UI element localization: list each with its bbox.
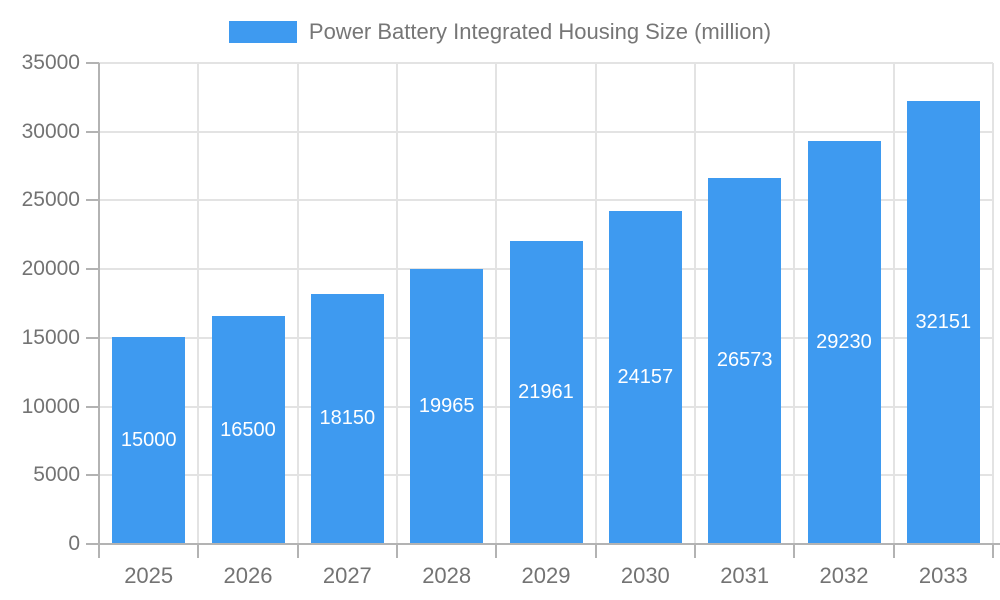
bar-value-label: 16500 <box>220 418 276 441</box>
v-gridline <box>495 63 498 544</box>
bar-value-label: 32151 <box>915 311 972 334</box>
bar-2026[interactable] <box>211 316 285 543</box>
bar-2033[interactable] <box>906 101 980 543</box>
v-gridline <box>197 63 200 544</box>
y-axis-tick <box>86 543 99 545</box>
bar-2031[interactable] <box>708 177 782 543</box>
bar-value-label: 26573 <box>716 349 773 372</box>
v-gridline <box>594 63 597 544</box>
y-tick-label: 35000 <box>21 51 80 74</box>
legend-item[interactable]: Power Battery Integrated Housing Size (m… <box>0 17 1000 47</box>
y-axis-tick <box>86 130 99 133</box>
y-axis-tick <box>86 405 99 408</box>
x-tick-label-2026: 2026 <box>223 563 273 588</box>
y-tick-label: 25000 <box>21 188 80 212</box>
x-axis-tick <box>197 545 200 558</box>
bar-2029[interactable] <box>509 241 583 543</box>
y-axis-tick <box>86 199 99 202</box>
legend-label: Power Battery Integrated Housing Size (m… <box>308 19 772 44</box>
y-axis-tick <box>86 474 99 477</box>
x-tick-label-2028: 2028 <box>422 563 472 588</box>
x-axis-tick <box>296 545 299 558</box>
bar-value-label: 19965 <box>418 394 475 417</box>
x-axis-tick <box>992 545 994 558</box>
y-tick-label: 15000 <box>21 325 80 349</box>
x-tick-label-2033: 2033 <box>918 563 968 588</box>
x-tick-label-2025: 2025 <box>124 563 174 588</box>
bar-value-label: 21961 <box>518 381 574 404</box>
y-axis-tick <box>86 336 99 339</box>
v-gridline <box>296 63 299 544</box>
x-axis-tick <box>892 545 895 558</box>
h-gridline <box>99 199 993 202</box>
y-tick-label: 30000 <box>21 119 80 143</box>
bar-value-label: 24157 <box>617 366 674 388</box>
bar-2028[interactable] <box>410 268 484 543</box>
y-tick-label: 10000 <box>21 394 80 418</box>
x-tick-label-2031: 2031 <box>720 563 770 588</box>
x-axis-tick <box>396 545 398 558</box>
y-axis-tick <box>86 268 99 271</box>
v-gridline <box>793 63 796 544</box>
x-axis-tick <box>694 545 696 558</box>
x-axis-tick <box>594 545 597 558</box>
x-axis-tick <box>98 545 100 558</box>
v-gridline <box>992 63 994 544</box>
x-axis-tick <box>793 545 796 558</box>
bar-value-label: 29230 <box>816 331 872 354</box>
y-axis-tick <box>86 62 99 64</box>
x-axis-tick <box>495 545 498 558</box>
v-gridline <box>694 63 696 544</box>
x-tick-label-2027: 2027 <box>322 563 372 588</box>
y-axis-line <box>98 63 100 544</box>
v-gridline <box>396 63 398 544</box>
y-tick-label: 5000 <box>33 463 80 487</box>
x-tick-label-2029: 2029 <box>521 563 571 588</box>
y-tick-label: 0 <box>68 532 80 555</box>
bar-2025[interactable] <box>112 336 186 543</box>
v-gridline <box>892 63 895 544</box>
h-gridline <box>99 62 993 64</box>
bar-2032[interactable] <box>807 141 881 543</box>
bar-value-label: 15000 <box>120 428 177 451</box>
y-tick-label: 20000 <box>21 257 80 281</box>
x-tick-label-2032: 2032 <box>819 563 869 588</box>
h-gridline <box>99 130 993 133</box>
legend-swatch <box>228 21 297 43</box>
bar-2030[interactable] <box>608 211 682 543</box>
bar-2027[interactable] <box>310 293 384 543</box>
bar-value-label: 18150 <box>319 407 376 430</box>
x-tick-label-2030: 2030 <box>620 563 670 588</box>
x-axis-line <box>98 543 1000 545</box>
